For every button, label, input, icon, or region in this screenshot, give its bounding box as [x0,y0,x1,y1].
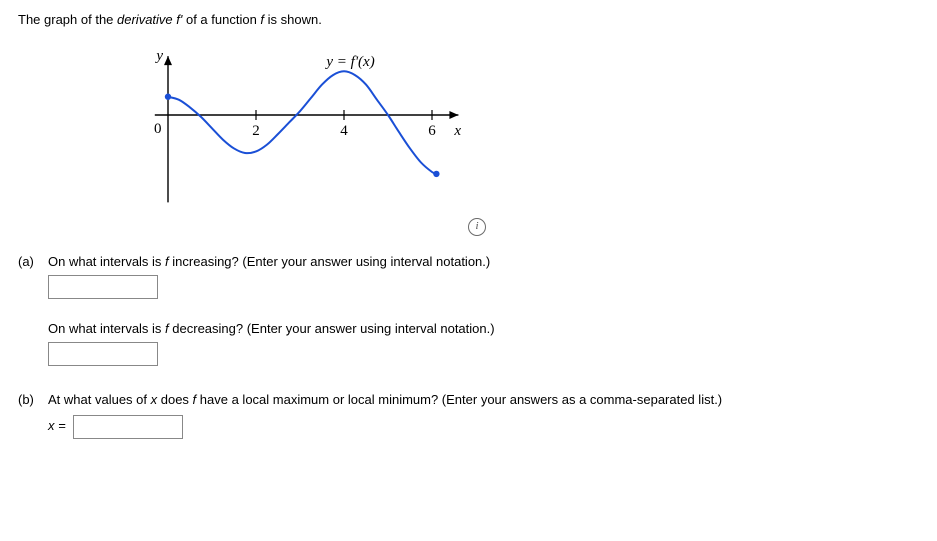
svg-text:2: 2 [252,123,260,139]
part-b-q: At what values of x does f have a local … [48,392,919,407]
part-a-q1: On what intervals is f increasing? (Ente… [48,254,919,269]
svg-text:0: 0 [154,121,162,137]
svg-text:4: 4 [340,123,348,139]
x-equals-label: x = [48,418,66,433]
intro-prefix: The graph of the [18,12,117,27]
answer-extrema-input[interactable] [73,415,183,439]
intro-suffix: is shown. [264,12,322,27]
info-icon[interactable]: i [468,218,486,236]
intro-mid: of a function [182,12,260,27]
answer-decreasing-input[interactable] [48,342,158,366]
intro-text: The graph of the derivative f' of a func… [18,12,919,27]
answer-increasing-input[interactable] [48,275,158,299]
svg-text:y = f'(x): y = f'(x) [324,54,374,70]
part-a-q2: On what intervals is f decreasing? (Ente… [48,321,919,336]
part-a: (a) On what intervals is f increasing? (… [18,254,919,366]
svg-text:6: 6 [428,123,436,139]
svg-text:x: x [453,123,461,139]
intro-derivative: derivative f' [117,12,182,27]
part-b-label: (b) [18,392,48,407]
svg-text:y: y [154,48,163,64]
derivative-graph: 2 4 6 0 y x y = f'(x) [118,35,478,225]
part-a-label: (a) [18,254,48,269]
graph-container: 2460yxy = f'(x) i [118,35,478,228]
part-b: (b) At what values of x does f have a lo… [18,392,919,439]
